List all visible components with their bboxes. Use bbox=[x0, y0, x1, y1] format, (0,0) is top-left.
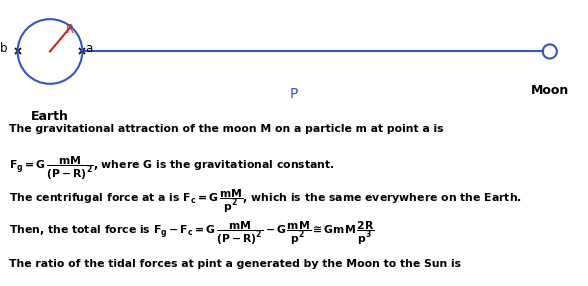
Text: Moon: Moon bbox=[530, 84, 569, 97]
Text: b: b bbox=[0, 42, 7, 55]
Text: Earth: Earth bbox=[31, 110, 69, 123]
Text: $\mathbf{F_g = G\,\dfrac{mM}{(P-R)^2}}$, where G is the gravitational constant.: $\mathbf{F_g = G\,\dfrac{mM}{(P-R)^2}}$,… bbox=[9, 154, 335, 182]
Text: The gravitational attraction of the moon M on a particle m at point a is: The gravitational attraction of the moon… bbox=[9, 124, 443, 134]
Text: Then, the total force is $\mathbf{F_g - F_c = G\,\dfrac{mM}{(P-R)^2} - G\,\dfrac: Then, the total force is $\mathbf{F_g - … bbox=[9, 220, 375, 247]
Text: The ratio of the tidal forces at pint a generated by the Moon to the Sun is: The ratio of the tidal forces at pint a … bbox=[9, 259, 461, 269]
Text: The centrifugal force at a is $\mathbf{F_c = G\,\dfrac{mM}{p^2}}$, which is the : The centrifugal force at a is $\mathbf{F… bbox=[9, 187, 522, 214]
Text: P: P bbox=[290, 88, 298, 101]
Text: a: a bbox=[85, 42, 92, 55]
Text: R: R bbox=[66, 23, 74, 36]
